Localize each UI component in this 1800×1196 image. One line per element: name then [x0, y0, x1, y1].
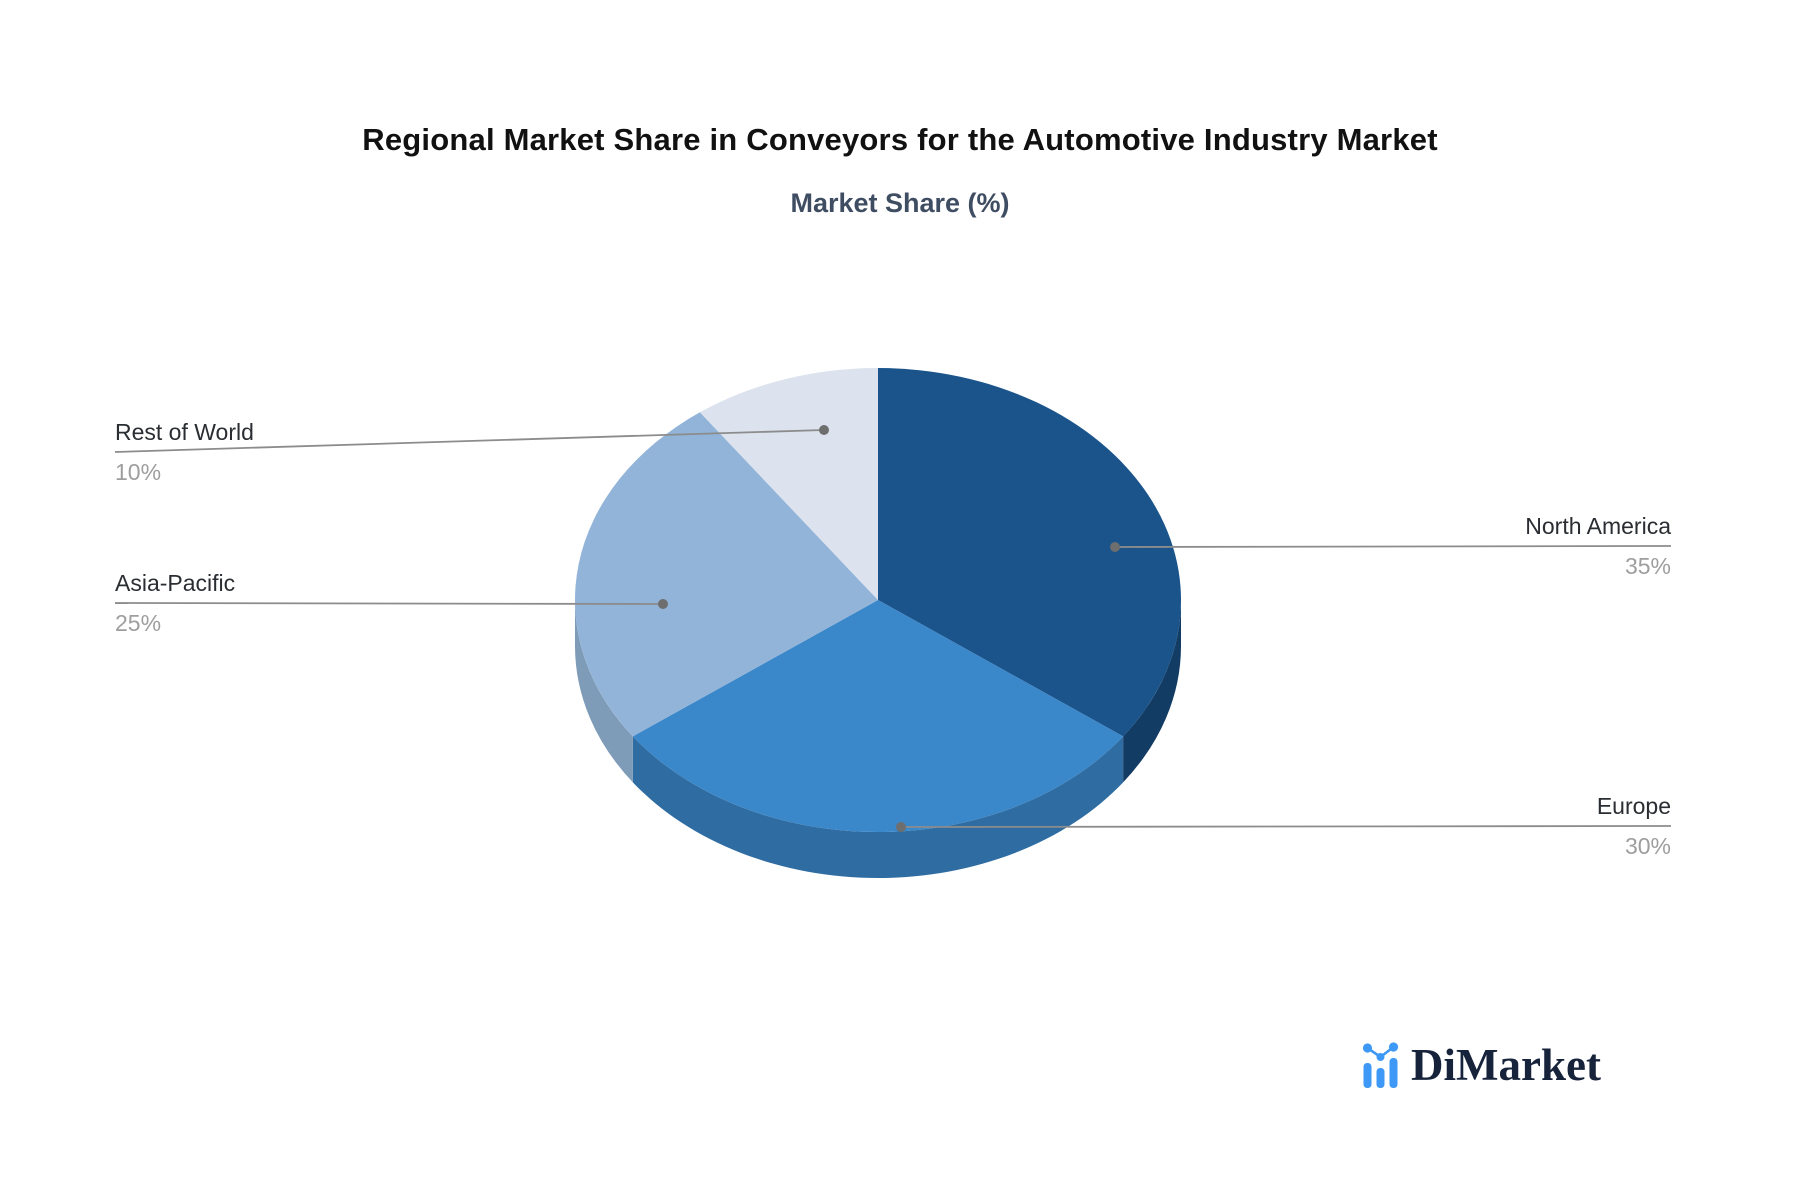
label-connector-dot-north-america — [1110, 542, 1120, 552]
chart-subtitle: Market Share (%) — [790, 188, 1010, 218]
slice-label-name: Asia-Pacific — [115, 570, 236, 596]
callout-europe: Europe 30% — [1251, 793, 1671, 860]
label-connector-dot-asia-pacific — [658, 599, 668, 609]
callout-north-america: North America 35% — [1251, 513, 1671, 580]
slice-label-name: Rest of World — [115, 419, 254, 445]
pie-slice-side-asia-pacific — [575, 600, 633, 783]
pie-slice-side-europe — [632, 736, 1124, 878]
label-connector-line-asia-pacific — [114, 602, 664, 605]
pie-slice-europe[interactable] — [632, 600, 1124, 832]
label-connector-line-europe — [900, 825, 1672, 828]
pie-slice-rest-of-world[interactable] — [699, 368, 878, 600]
pie-slice-asia-pacific[interactable] — [575, 412, 878, 737]
slice-label-value: 35% — [1624, 553, 1671, 579]
slice-label-value: 10% — [115, 459, 162, 485]
brand-logo-text: DiMarket — [1411, 1040, 1601, 1090]
slice-label-value: 30% — [1624, 833, 1671, 859]
label-connector-dot-europe — [896, 822, 906, 832]
callout-rest-of-world: Rest of World 10% — [115, 419, 535, 486]
brand-logo: DiMarket — [1362, 1040, 1601, 1088]
chart-title: Regional Market Share in Conveyors for t… — [362, 122, 1438, 157]
pie-slice-north-america[interactable] — [878, 368, 1181, 737]
label-connector-line-north-america — [1114, 545, 1672, 548]
label-connector-line-rest-of-world — [114, 429, 825, 453]
pie-slice-side-north-america — [1123, 600, 1181, 783]
slice-label-value: 25% — [115, 610, 162, 636]
label-connector-dot-rest-of-world — [819, 425, 829, 435]
bar-line-chart-icon — [1362, 1042, 1399, 1088]
slice-label-name: North America — [1525, 513, 1671, 539]
slice-label-name: Europe — [1596, 793, 1671, 819]
callout-asia-pacific: Asia-Pacific 25% — [115, 570, 535, 637]
